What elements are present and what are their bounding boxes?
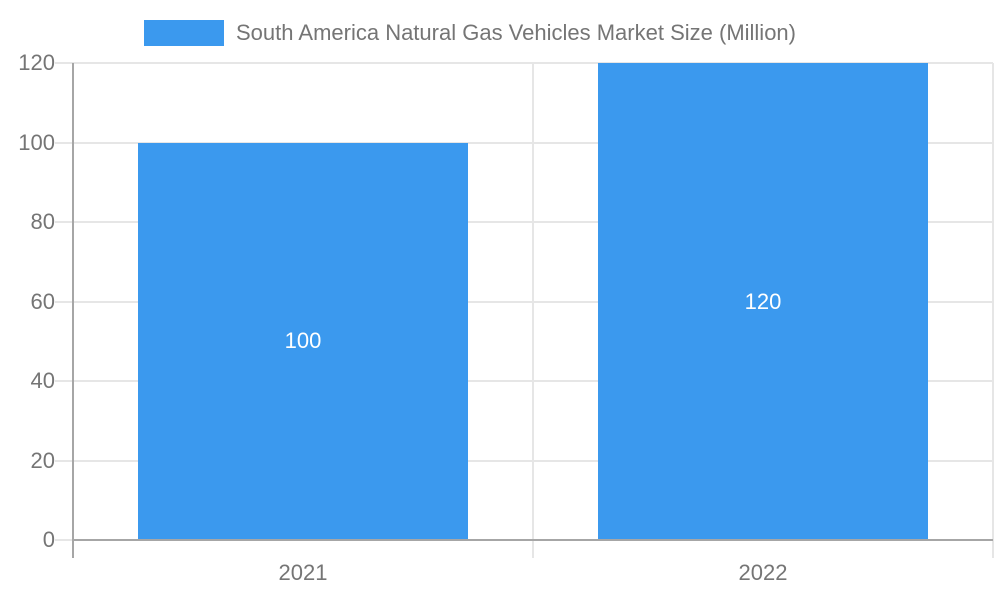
y-gridline xyxy=(55,62,993,64)
legend-label: South America Natural Gas Vehicles Marke… xyxy=(236,20,796,45)
bar-value-label: 100 xyxy=(284,328,322,354)
y-gridline xyxy=(55,459,993,462)
category-boundary-line xyxy=(532,63,534,558)
bar-2021[interactable] xyxy=(138,142,468,540)
y-gridline xyxy=(55,141,993,144)
y-axis-line xyxy=(72,63,74,558)
y-axis-tick-label: 20 xyxy=(30,447,55,473)
bar-2022[interactable] xyxy=(598,63,928,540)
y-axis-tick-label: 0 xyxy=(42,527,55,552)
x-axis-tick-label: 2021 xyxy=(278,560,328,585)
y-gridline xyxy=(55,300,993,303)
legend-swatch xyxy=(144,20,224,46)
y-gridline xyxy=(55,380,993,382)
y-gridline xyxy=(55,221,993,223)
bar-value-label: 120 xyxy=(744,288,782,314)
y-axis-tick-label: 100 xyxy=(18,129,55,155)
y-axis-tick-label: 40 xyxy=(30,368,55,393)
x-axis-line xyxy=(73,539,993,541)
y-axis-tick-label: 80 xyxy=(30,209,55,234)
x-axis-tick-label: 2022 xyxy=(738,560,788,585)
y-axis-tick-label: 120 xyxy=(18,50,55,75)
y-axis-tick-label: 60 xyxy=(30,288,55,314)
category-boundary-line xyxy=(992,63,994,558)
